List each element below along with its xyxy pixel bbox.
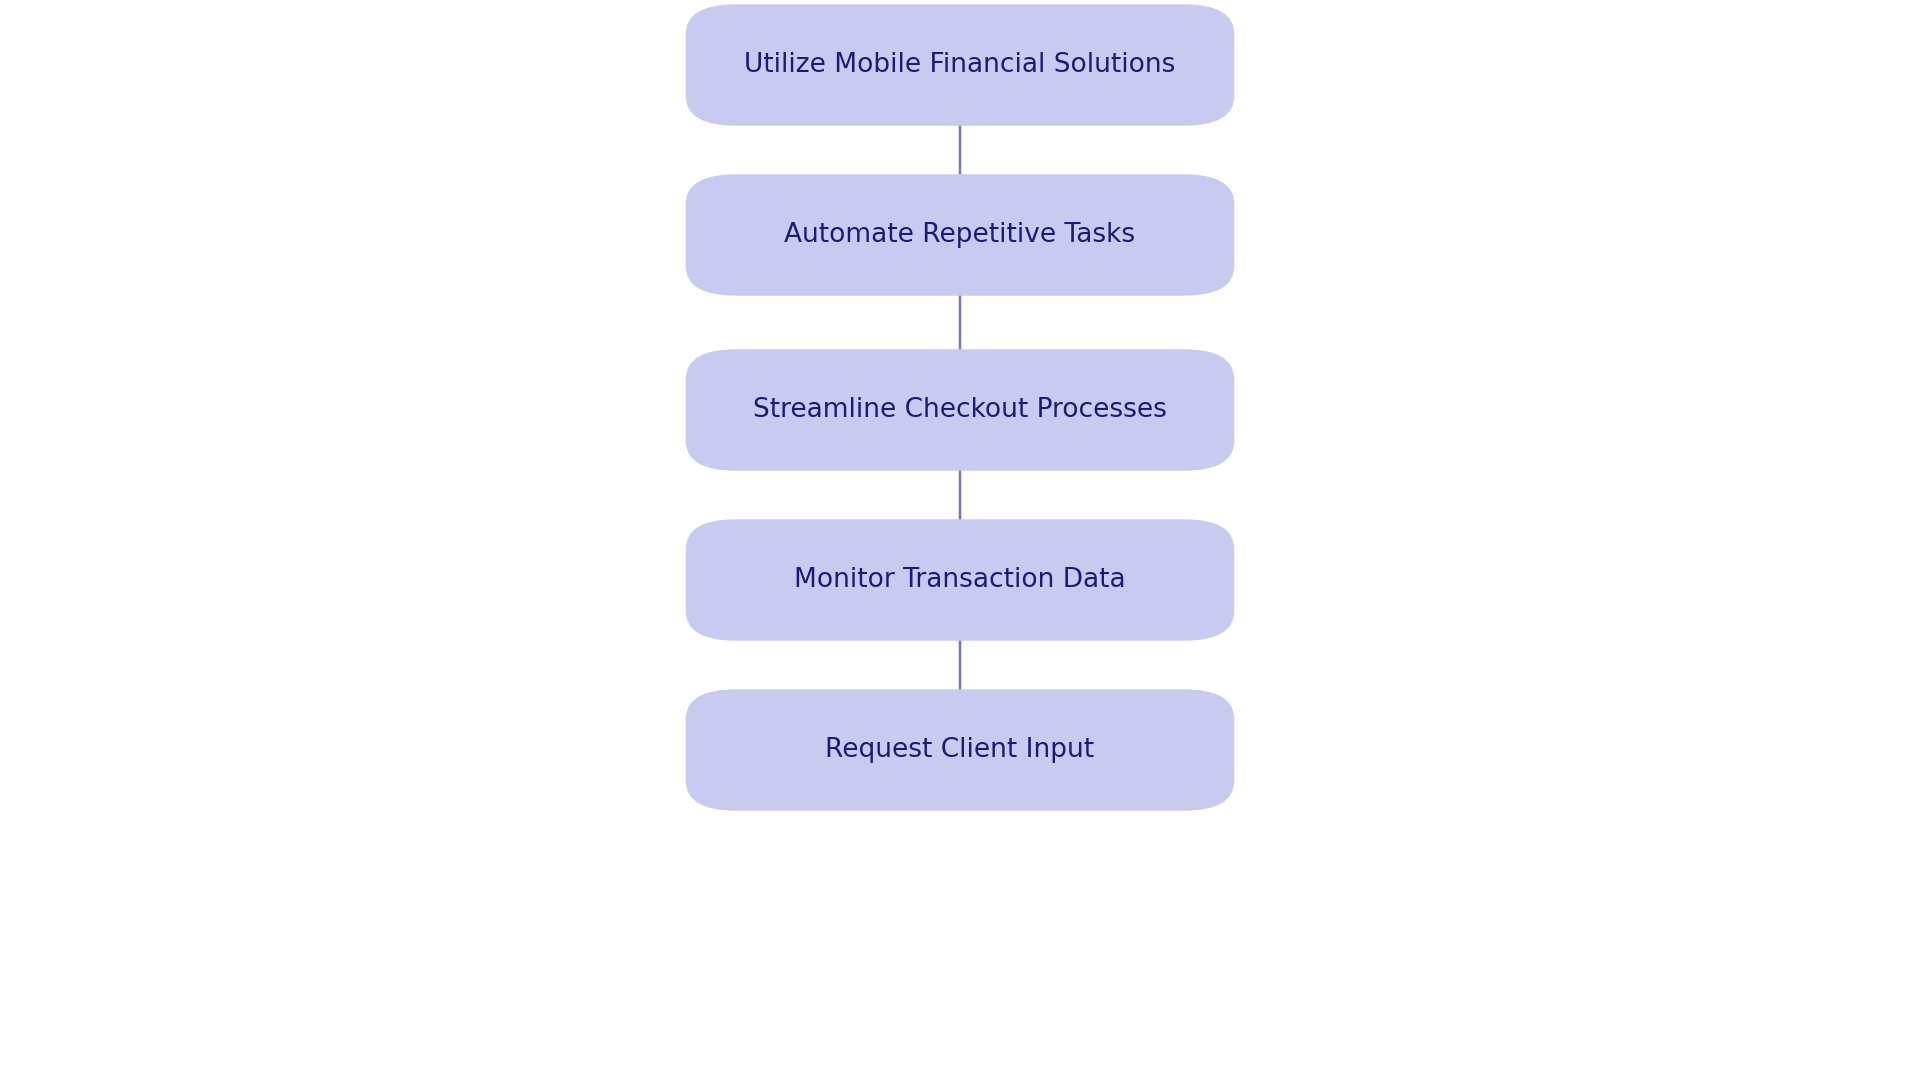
FancyBboxPatch shape (685, 174, 1235, 296)
Text: Streamline Checkout Processes: Streamline Checkout Processes (753, 397, 1167, 423)
Text: Utilize Mobile Financial Solutions: Utilize Mobile Financial Solutions (745, 52, 1175, 78)
Text: Request Client Input: Request Client Input (826, 738, 1094, 764)
FancyBboxPatch shape (685, 349, 1235, 471)
FancyBboxPatch shape (685, 4, 1235, 126)
FancyBboxPatch shape (685, 519, 1235, 641)
FancyBboxPatch shape (685, 689, 1235, 811)
Text: Automate Repetitive Tasks: Automate Repetitive Tasks (785, 222, 1135, 248)
Text: Monitor Transaction Data: Monitor Transaction Data (795, 567, 1125, 593)
